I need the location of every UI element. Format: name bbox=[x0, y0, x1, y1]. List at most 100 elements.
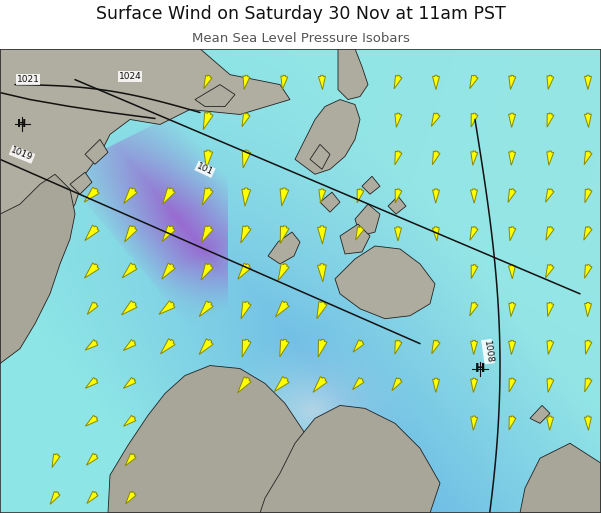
Polygon shape bbox=[70, 172, 92, 194]
Polygon shape bbox=[335, 246, 435, 319]
Polygon shape bbox=[295, 100, 360, 174]
Polygon shape bbox=[353, 340, 364, 352]
Polygon shape bbox=[50, 491, 60, 504]
Polygon shape bbox=[121, 301, 137, 315]
Polygon shape bbox=[124, 225, 137, 242]
Polygon shape bbox=[585, 264, 592, 279]
Polygon shape bbox=[433, 378, 439, 392]
Polygon shape bbox=[317, 301, 327, 319]
Polygon shape bbox=[123, 416, 136, 426]
Text: 1019: 1019 bbox=[10, 146, 34, 163]
Polygon shape bbox=[470, 75, 478, 89]
Polygon shape bbox=[85, 140, 108, 164]
Polygon shape bbox=[195, 85, 235, 107]
Polygon shape bbox=[204, 150, 213, 168]
Polygon shape bbox=[509, 378, 516, 392]
Polygon shape bbox=[547, 302, 554, 317]
Polygon shape bbox=[432, 227, 439, 241]
Polygon shape bbox=[122, 263, 137, 278]
Polygon shape bbox=[87, 302, 98, 314]
Text: H: H bbox=[475, 362, 485, 375]
Text: 101: 101 bbox=[195, 162, 215, 177]
Polygon shape bbox=[470, 227, 478, 240]
Polygon shape bbox=[320, 192, 340, 212]
Polygon shape bbox=[362, 176, 380, 194]
Polygon shape bbox=[585, 340, 592, 354]
Polygon shape bbox=[547, 113, 554, 127]
Polygon shape bbox=[85, 263, 99, 278]
Polygon shape bbox=[470, 302, 478, 316]
Polygon shape bbox=[123, 340, 136, 350]
Polygon shape bbox=[547, 75, 554, 89]
Polygon shape bbox=[317, 226, 326, 244]
Polygon shape bbox=[199, 339, 213, 354]
Polygon shape bbox=[310, 144, 330, 169]
Polygon shape bbox=[395, 340, 402, 354]
Polygon shape bbox=[241, 226, 251, 243]
Polygon shape bbox=[162, 263, 175, 279]
Polygon shape bbox=[318, 339, 327, 357]
Polygon shape bbox=[108, 366, 310, 513]
Polygon shape bbox=[85, 225, 99, 241]
Polygon shape bbox=[319, 75, 325, 90]
Polygon shape bbox=[340, 224, 370, 254]
Polygon shape bbox=[546, 227, 554, 240]
Polygon shape bbox=[584, 227, 592, 240]
Polygon shape bbox=[509, 416, 516, 430]
Polygon shape bbox=[508, 113, 516, 127]
Polygon shape bbox=[159, 301, 175, 314]
Polygon shape bbox=[52, 453, 60, 467]
Polygon shape bbox=[547, 151, 554, 165]
Polygon shape bbox=[204, 75, 212, 89]
Polygon shape bbox=[584, 113, 591, 127]
Polygon shape bbox=[87, 491, 98, 503]
Polygon shape bbox=[85, 416, 98, 426]
Polygon shape bbox=[0, 49, 290, 364]
Polygon shape bbox=[199, 301, 213, 317]
Polygon shape bbox=[260, 405, 440, 513]
Polygon shape bbox=[546, 416, 554, 430]
Polygon shape bbox=[509, 302, 516, 317]
Polygon shape bbox=[279, 339, 289, 357]
Text: Mean Sea Level Pressure Isobars: Mean Sea Level Pressure Isobars bbox=[192, 32, 409, 46]
Polygon shape bbox=[388, 196, 406, 214]
Polygon shape bbox=[87, 453, 98, 465]
Polygon shape bbox=[509, 75, 516, 89]
Polygon shape bbox=[520, 443, 601, 513]
Text: Surface Wind on Saturday 30 Nov at 11am PST: Surface Wind on Saturday 30 Nov at 11am … bbox=[96, 5, 505, 23]
Polygon shape bbox=[242, 150, 251, 168]
Text: 1021: 1021 bbox=[17, 75, 40, 84]
Polygon shape bbox=[547, 340, 554, 354]
Polygon shape bbox=[471, 378, 478, 392]
Polygon shape bbox=[123, 378, 136, 388]
Polygon shape bbox=[238, 377, 251, 393]
Polygon shape bbox=[508, 340, 516, 354]
Polygon shape bbox=[84, 187, 99, 202]
Polygon shape bbox=[85, 378, 98, 388]
Polygon shape bbox=[394, 227, 401, 241]
Polygon shape bbox=[275, 301, 289, 317]
Polygon shape bbox=[392, 378, 402, 390]
Polygon shape bbox=[530, 405, 550, 423]
Polygon shape bbox=[317, 264, 326, 282]
Polygon shape bbox=[471, 264, 478, 279]
Polygon shape bbox=[357, 189, 364, 203]
Polygon shape bbox=[85, 340, 98, 350]
Polygon shape bbox=[201, 226, 213, 243]
Polygon shape bbox=[432, 340, 440, 354]
Polygon shape bbox=[585, 303, 591, 317]
Polygon shape bbox=[471, 189, 477, 203]
Polygon shape bbox=[353, 378, 364, 389]
Text: 1024: 1024 bbox=[118, 72, 141, 81]
Polygon shape bbox=[242, 188, 251, 206]
Polygon shape bbox=[585, 75, 591, 90]
Polygon shape bbox=[280, 188, 289, 206]
Text: 1008: 1008 bbox=[482, 340, 494, 364]
Polygon shape bbox=[395, 113, 401, 127]
Polygon shape bbox=[546, 264, 554, 278]
Polygon shape bbox=[584, 151, 592, 165]
Polygon shape bbox=[124, 187, 137, 204]
Polygon shape bbox=[394, 75, 402, 89]
Polygon shape bbox=[585, 189, 592, 203]
Polygon shape bbox=[243, 75, 250, 89]
